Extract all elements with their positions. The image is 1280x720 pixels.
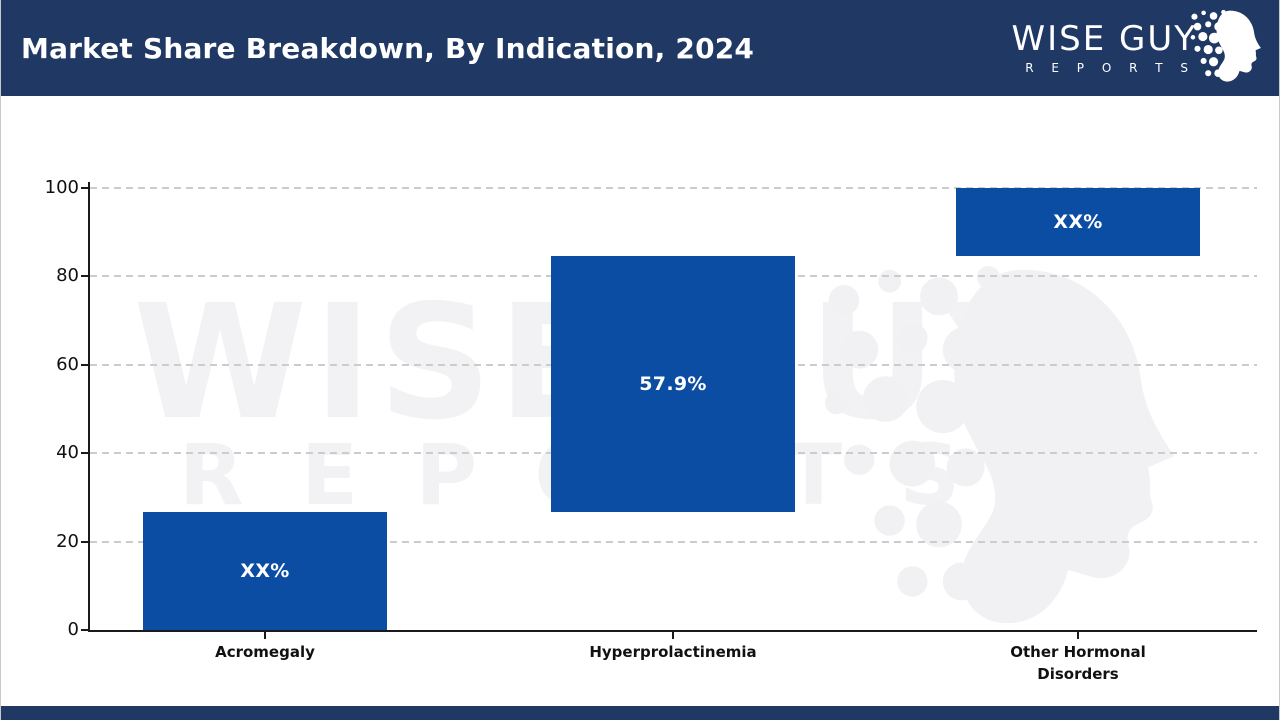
- y-tick-mark: [81, 629, 89, 631]
- header-band: Market Share Breakdown, By Indication, 2…: [1, 0, 1279, 96]
- x-axis-label-acromegaly: Acromegaly: [215, 643, 315, 661]
- y-tick-mark: [81, 275, 89, 277]
- x-axis: [88, 630, 1257, 632]
- wise-guy-reports-logo: WISE GUY R E P O R T S: [1011, 6, 1279, 90]
- gridline-20: [90, 540, 1257, 543]
- y-tick-mark: [81, 186, 89, 189]
- x-tick-mark: [672, 632, 674, 639]
- bar-value-label: 57.9%: [639, 373, 707, 396]
- bar-value-label: XX%: [240, 560, 290, 583]
- page-title: Market Share Breakdown, By Indication, 2…: [21, 31, 755, 65]
- y-tick-label: 20: [56, 530, 79, 552]
- x-axis-label-other-hormonal-disorders: Other Hormonal Disorders: [1010, 643, 1146, 683]
- x-tick-mark: [264, 632, 266, 639]
- bar-value-label: XX%: [1053, 210, 1103, 233]
- logo-subtitle: R E P O R T S: [1025, 61, 1195, 75]
- y-tick-label: 0: [67, 619, 79, 640]
- x-axis-label-hyperprolactinemia: Hyperprolactinemia: [589, 643, 757, 661]
- y-tick-label: 60: [56, 353, 79, 375]
- bar-other-hormonal-disorders: XX%: [956, 187, 1200, 257]
- y-axis: [88, 181, 90, 632]
- head-profile-icon: [1190, 9, 1261, 82]
- y-tick-mark: [81, 363, 89, 366]
- bar-acromegaly: XX%: [143, 512, 387, 630]
- chart-area: WISE GUY R E P O R T S 020406080100XX%57…: [1, 96, 1279, 706]
- gridline-100: [90, 186, 1257, 189]
- logo-wordmark: WISE GUY: [1011, 19, 1197, 59]
- y-tick-mark: [81, 540, 89, 543]
- y-tick-label: 100: [44, 176, 79, 198]
- x-tick-mark: [1077, 632, 1079, 639]
- logo-text: WISE GUY R E P O R T S: [1011, 22, 1197, 74]
- watermark-head-profile-icon: [825, 266, 1175, 624]
- y-tick-mark: [81, 452, 89, 454]
- y-tick-label: 80: [56, 265, 79, 286]
- bar-hyperprolactinemia: 57.9%: [551, 256, 795, 513]
- footer-band: [1, 706, 1279, 720]
- y-tick-label: 40: [56, 442, 79, 463]
